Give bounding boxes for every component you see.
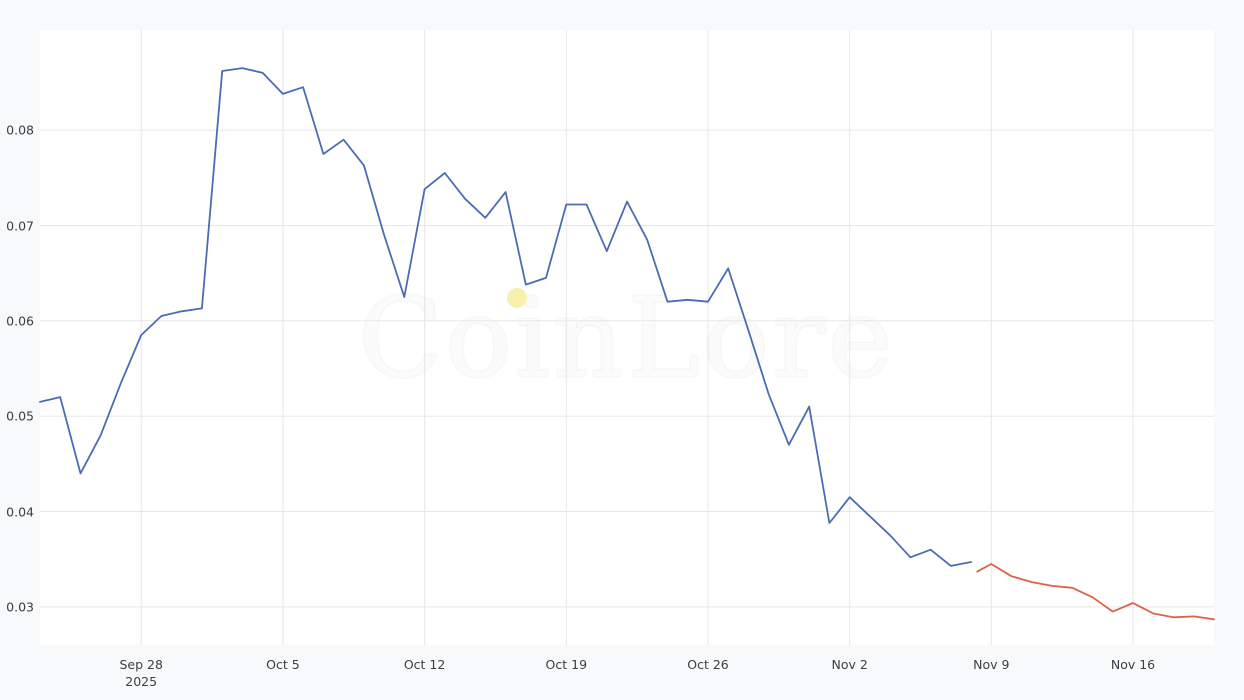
x-tick-date: Nov 16 bbox=[1110, 657, 1156, 672]
y-tick-label: 0.08 bbox=[6, 122, 34, 138]
x-tick-label: Oct 12 bbox=[404, 656, 446, 673]
plot-area bbox=[40, 30, 1214, 645]
x-tick-label: Oct 26 bbox=[687, 656, 729, 673]
x-tick-label: Nov 16 bbox=[1111, 656, 1155, 673]
x-tick-label: Oct 19 bbox=[546, 656, 588, 673]
x-tick-date: Oct 12 bbox=[403, 657, 446, 672]
x-tick-date: Sep 28 bbox=[119, 657, 163, 672]
x-tick-date: Nov 2 bbox=[831, 657, 868, 672]
x-tick-year: 2025 bbox=[125, 674, 158, 689]
highlight-marker bbox=[506, 287, 527, 308]
y-axis: 0.03 0.04 0.05 0.06 0.07 0.08 bbox=[0, 0, 34, 700]
y-tick-label: 0.06 bbox=[6, 313, 34, 329]
x-tick-label: Nov 9 bbox=[973, 656, 1009, 673]
x-tick-date: Oct 5 bbox=[266, 657, 300, 672]
y-tick-label: 0.07 bbox=[6, 218, 34, 233]
y-tick-label: 0.05 bbox=[6, 408, 34, 424]
x-axis: Sep 28 2025 Oct 5 Oct 12 Oct 19 Oct 26 Nov 2 No… bbox=[0, 656, 1244, 696]
x-tick-label: Sep 28 2025 bbox=[119, 656, 162, 690]
x-tick-date: Oct 19 bbox=[545, 657, 588, 672]
x-tick-label: Nov 2 bbox=[832, 656, 868, 673]
series-line-price-history bbox=[39, 67, 972, 567]
y-tick-label: 0.04 bbox=[6, 504, 34, 519]
y-tick-label: 0.03 bbox=[6, 599, 34, 615]
x-tick-date: Nov 9 bbox=[973, 657, 1010, 672]
x-tick-date: Oct 26 bbox=[687, 657, 729, 672]
x-tick-label: Oct 5 bbox=[266, 656, 300, 673]
series-line-projection bbox=[976, 563, 1215, 621]
